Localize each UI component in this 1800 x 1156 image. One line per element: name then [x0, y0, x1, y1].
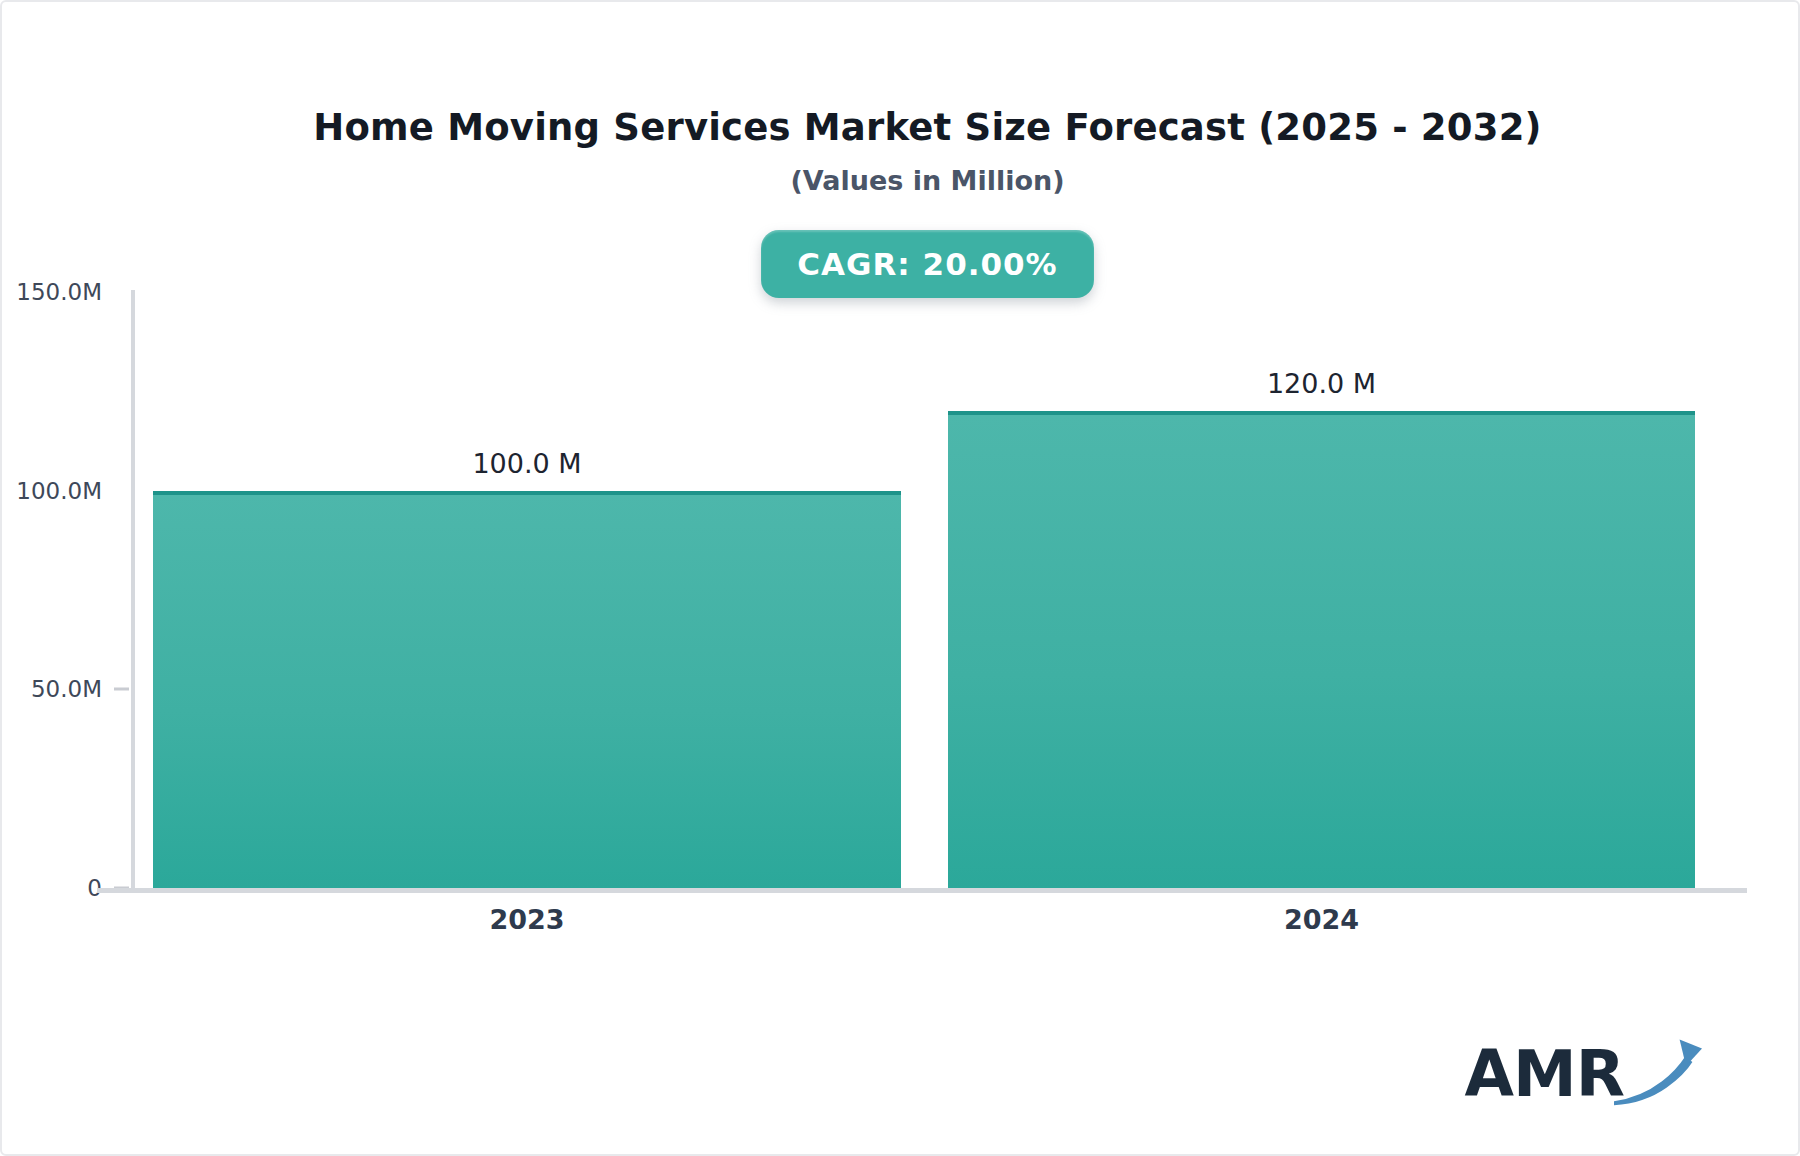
- y-tick-label: 100.0M: [16, 478, 102, 504]
- x-axis-label-2023: 2023: [153, 904, 901, 935]
- bar-group-2024: 120.0 M: [948, 292, 1695, 888]
- y-tick-dash: [114, 688, 129, 691]
- amr-logo: AMR: [1465, 1038, 1707, 1106]
- x-axis-label-2024: 2024: [948, 904, 1695, 935]
- y-tick-label: 50.0M: [31, 676, 102, 702]
- bar-group-2023: 100.0 M: [153, 292, 901, 888]
- amr-logo-text: AMR: [1465, 1042, 1625, 1106]
- bar-rect-2024[interactable]: [948, 411, 1695, 888]
- cagr-badge: CAGR: 20.00%: [761, 230, 1093, 298]
- bar-value-label: 120.0 M: [1267, 368, 1376, 399]
- bar-value-label: 100.0 M: [472, 448, 581, 479]
- plot-area: 100.0 M 120.0 M 2023 2024: [132, 292, 1747, 888]
- y-axis: 150.0M 100.0M 50.0M 0: [2, 292, 132, 888]
- x-axis-line: [97, 888, 1747, 893]
- chart-header: Home Moving Services Market Size Forecas…: [57, 2, 1798, 298]
- y-tick-label: 150.0M: [16, 279, 102, 305]
- growth-arrow-icon: [1610, 1038, 1706, 1110]
- bar-rect-2023[interactable]: [153, 491, 901, 888]
- chart-card: Home Moving Services Market Size Forecas…: [0, 0, 1800, 1156]
- chart-subtitle: (Values in Million): [57, 165, 1798, 196]
- chart-title: Home Moving Services Market Size Forecas…: [57, 106, 1798, 149]
